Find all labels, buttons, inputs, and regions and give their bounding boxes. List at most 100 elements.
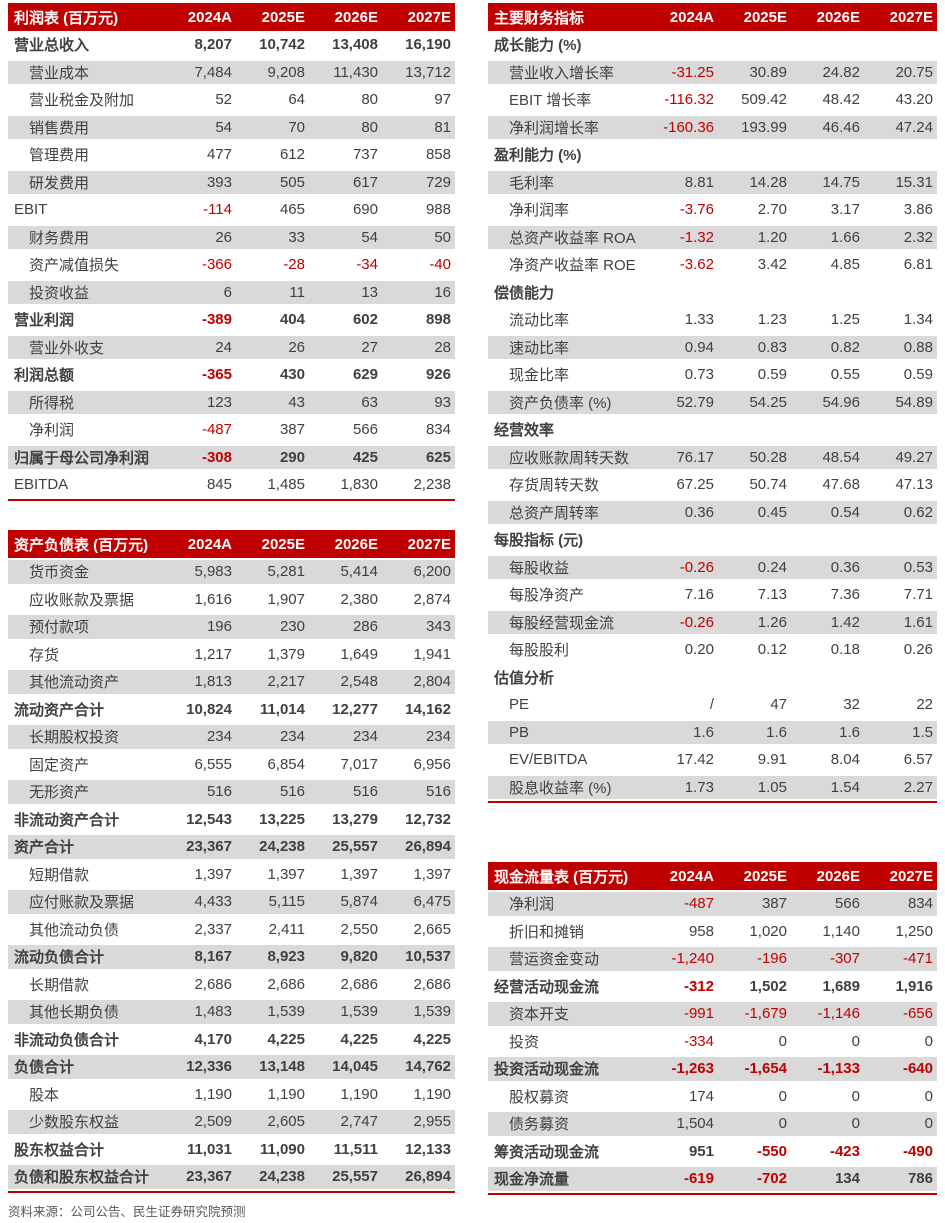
cell-value: 0 <box>778 1115 787 1133</box>
cell-value: 988 <box>425 201 451 219</box>
table-row: 负债合计 12,336 13,148 14,045 14,762 <box>8 1053 455 1081</box>
cell-value: 50.28 <box>749 448 787 466</box>
row-label: 销售费用 <box>29 119 90 137</box>
cell-value: 25,557 <box>332 838 378 856</box>
table-title: 资产负债表 (百万元) <box>14 536 149 554</box>
cell-value: 52 <box>215 91 232 109</box>
table-row: 资产减值损失 -366 -28 -34 -40 <box>8 251 455 279</box>
cell-value: 516 <box>206 783 232 801</box>
row-label: 归属于母公司净利润 <box>14 449 150 467</box>
cell-value: 14.28 <box>749 173 787 191</box>
row-label: 净利润 <box>29 422 75 440</box>
row-label: 每股指标 (元) <box>494 532 584 550</box>
cell-value: 12,732 <box>405 810 451 828</box>
cell-value: -160.36 <box>663 118 714 136</box>
key-financial-indicators-header: 主要财务指标 2024A 2025E 2026E 2027E <box>488 3 937 31</box>
cell-value: 1,397 <box>340 865 378 883</box>
cell-value: 2,955 <box>413 1113 451 1131</box>
cell-value: 2,874 <box>413 590 451 608</box>
balance-sheet-table: 资产负债表 (百万元) 2024A 2025E 2026E 2027E 货币资金… <box>8 530 455 1193</box>
cell-value: 1.33 <box>684 311 714 329</box>
cell-value: 10,537 <box>405 948 451 966</box>
row-label: 非流动负债合计 <box>14 1031 120 1049</box>
row-label: 毛利率 <box>509 174 555 192</box>
row-label: 少数股东权益 <box>29 1114 120 1132</box>
cell-value: 174 <box>688 1087 714 1105</box>
cell-value: 1.54 <box>830 778 860 796</box>
table-row: 折旧和摊销 958 1,020 1,140 1,250 <box>488 918 937 946</box>
cell-value: 387 <box>279 421 305 439</box>
cell-value: 43.20 <box>895 91 933 109</box>
balance-sheet-header: 资产负债表 (百万元) 2024A 2025E 2026E 2027E <box>8 530 455 558</box>
cell-value: 23,367 <box>186 1168 232 1186</box>
cell-value: 4,170 <box>194 1030 232 1048</box>
cell-value: -1,133 <box>817 1060 860 1078</box>
row-label: 负债合计 <box>14 1059 75 1077</box>
column-header-2027e: 2027E <box>889 867 933 885</box>
column-header-2027e: 2027E <box>407 535 451 553</box>
table-row: 投资收益 6 11 13 16 <box>8 279 455 307</box>
cell-value: 2,686 <box>194 975 232 993</box>
cell-value: 16 <box>434 283 451 301</box>
cell-value: 0 <box>924 1087 933 1105</box>
cell-value: 6,854 <box>267 755 305 773</box>
cell-value: 26 <box>288 338 305 356</box>
cell-value: 7.36 <box>830 586 860 604</box>
cell-value: 602 <box>352 311 378 329</box>
cell-value: 845 <box>206 476 232 494</box>
cell-value: -3.76 <box>679 201 714 219</box>
cell-value: 8,923 <box>267 948 305 966</box>
cell-value: 1,190 <box>340 1085 378 1103</box>
cell-value: -40 <box>429 256 451 274</box>
cell-value: 858 <box>425 146 451 164</box>
cell-value: 1,813 <box>194 673 232 691</box>
row-label: 非流动资产合计 <box>14 811 120 829</box>
row-label: EBIT <box>14 201 48 219</box>
cell-value: 729 <box>425 173 451 191</box>
cell-value: 15.31 <box>895 173 933 191</box>
cell-value: 516 <box>279 783 305 801</box>
table-row: 非流动负债合计 4,170 4,225 4,225 4,225 <box>8 1026 455 1054</box>
cell-value: 16,190 <box>405 36 451 54</box>
balance-sheet-rows: 货币资金 5,983 5,281 5,414 6,200 应收账款及票据 1,616 1,90… <box>8 558 455 1191</box>
cell-value: 6.81 <box>903 256 933 274</box>
cell-value: 516 <box>425 783 451 801</box>
cell-value: 465 <box>279 201 305 219</box>
cell-value: 0.24 <box>757 558 787 576</box>
cell-value: 1.61 <box>903 613 933 631</box>
cell-value: 14,762 <box>405 1058 451 1076</box>
row-label: 流动资产合计 <box>14 701 105 719</box>
row-label: 货币资金 <box>29 564 90 582</box>
cell-value: 47 <box>770 696 787 714</box>
cell-value: 234 <box>425 728 451 746</box>
cell-value: 2,804 <box>413 673 451 691</box>
table-row: 管理费用 477 612 737 858 <box>8 141 455 169</box>
row-label: EBIT 增长率 <box>509 92 592 110</box>
cell-value: 1,217 <box>194 645 232 663</box>
cell-value: 14,045 <box>332 1058 378 1076</box>
row-label: 负债和股东权益合计 <box>14 1169 150 1187</box>
row-label: 每股经营现金流 <box>509 614 615 632</box>
cell-value: -490 <box>902 1142 933 1160</box>
cell-value: 47.68 <box>822 476 860 494</box>
cell-value: 54.25 <box>749 393 787 411</box>
cell-value: 8,167 <box>194 948 232 966</box>
table-row: 长期借款 2,686 2,686 2,686 2,686 <box>8 971 455 999</box>
row-label: 投资 <box>509 1033 540 1051</box>
cell-value: 13,225 <box>259 810 305 828</box>
cell-value: 516 <box>352 783 378 801</box>
cell-value: 9,208 <box>267 63 305 81</box>
cell-value: 1,941 <box>413 645 451 663</box>
cell-value: 1.42 <box>830 613 860 631</box>
table-row: 货币资金 5,983 5,281 5,414 6,200 <box>8 558 455 586</box>
cell-value: 898 <box>425 311 451 329</box>
row-label: 其他流动负债 <box>29 921 120 939</box>
cell-value: 6,200 <box>413 563 451 581</box>
row-label: 应收账款及票据 <box>29 591 135 609</box>
cell-value: -196 <box>756 950 787 968</box>
cell-value: 8.04 <box>830 751 860 769</box>
cell-value: 2,605 <box>267 1113 305 1131</box>
column-header-2026e: 2026E <box>816 867 860 885</box>
table-row: 债务募资 1,504 0 0 0 <box>488 1110 937 1138</box>
cell-value: 1,379 <box>267 645 305 663</box>
